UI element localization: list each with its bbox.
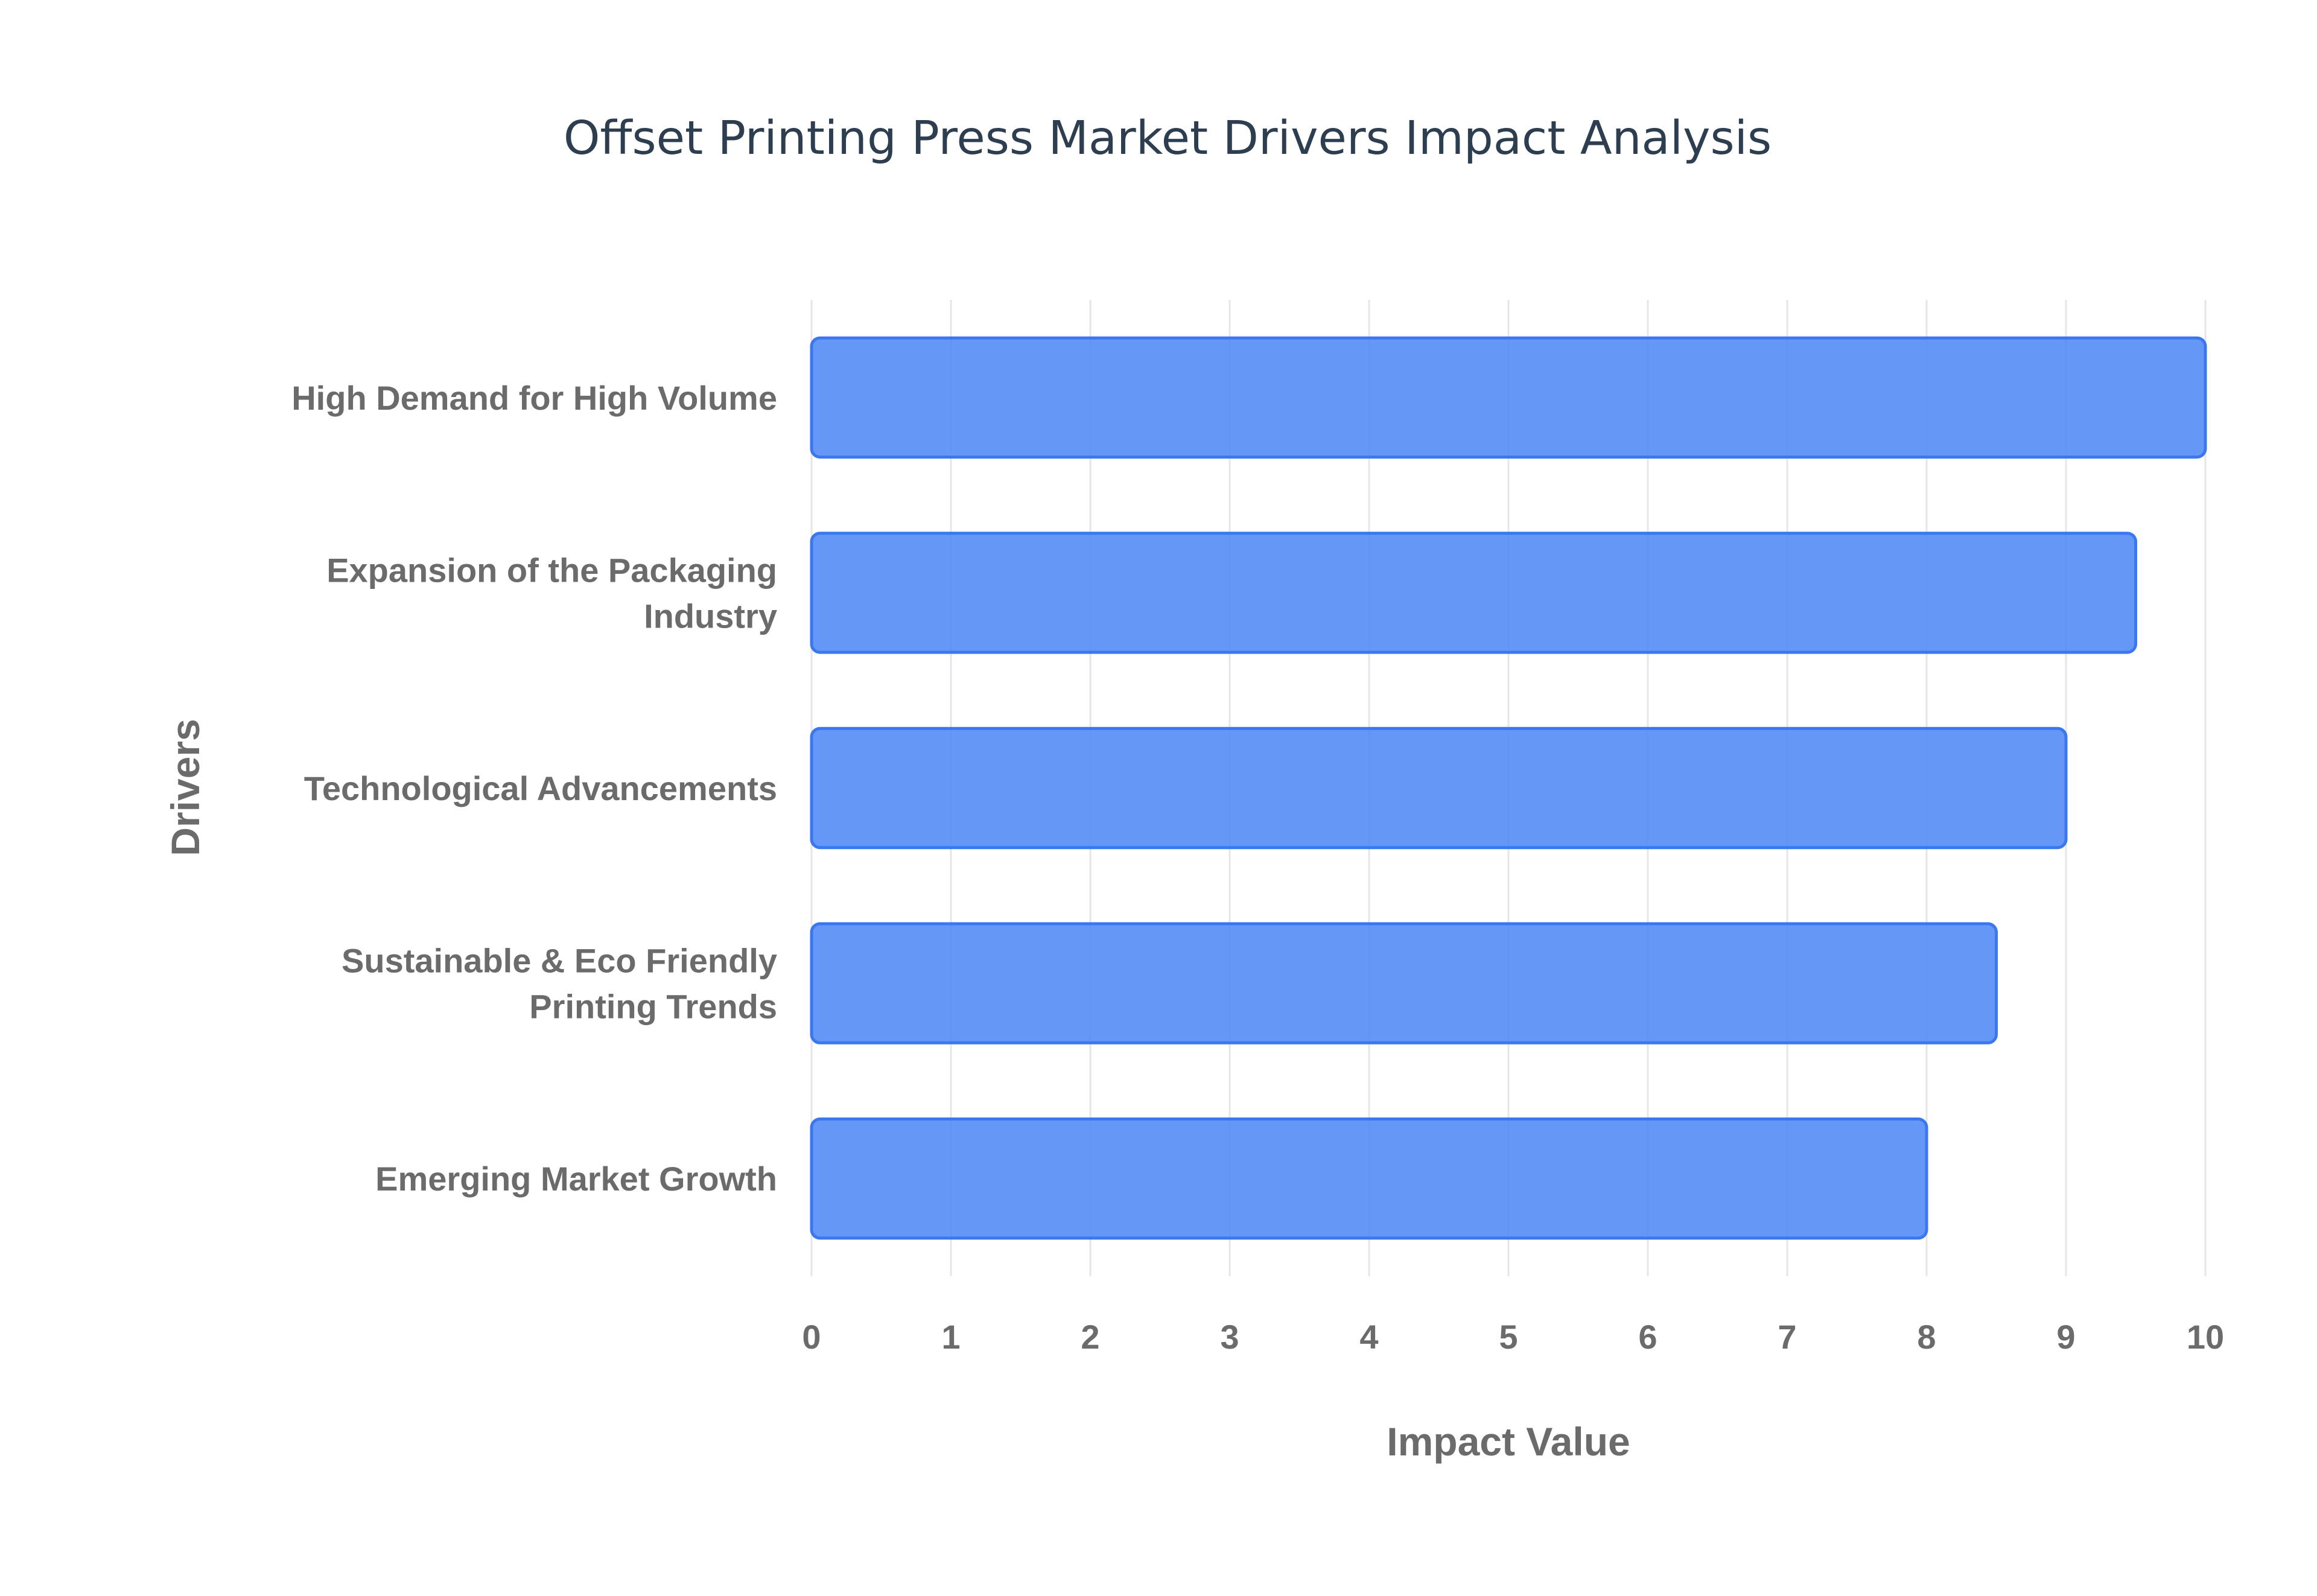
bar[interactable] — [810, 532, 2137, 654]
x-tick-label: 5 — [1499, 1318, 1518, 1356]
x-axis-ticks: 0 1 2 3 4 5 6 7 8 9 10 — [802, 1318, 2224, 1356]
y-category-label: Technological Advancements — [304, 769, 777, 807]
x-tick-label: 4 — [1359, 1318, 1378, 1356]
x-tick-label: 7 — [1778, 1318, 1796, 1356]
bars — [810, 336, 2207, 1240]
bar[interactable] — [810, 1118, 1928, 1240]
y-axis-categories: High Demand for High Volume Expansion of … — [291, 379, 777, 1198]
x-tick-label: 1 — [941, 1318, 960, 1356]
y-axis-title: Drivers — [163, 719, 208, 856]
bar[interactable] — [810, 922, 1998, 1044]
y-category-label: Expansion of the Packaging Industry — [326, 551, 777, 635]
x-tick-label: 3 — [1220, 1318, 1239, 1356]
y-category-label: Sustainable & Eco Friendly Printing Trend… — [342, 942, 777, 1026]
y-category-label: Emerging Market Growth — [375, 1160, 777, 1198]
x-tick-label: 9 — [2056, 1318, 2075, 1356]
chart-title: Offset Printing Press Market Drivers Imp… — [564, 112, 1772, 165]
x-tick-label: 10 — [2187, 1318, 2224, 1356]
x-tick-label: 8 — [1917, 1318, 1936, 1356]
bar[interactable] — [810, 336, 2207, 459]
x-tick-label: 6 — [1638, 1318, 1657, 1356]
x-axis-title: Impact Value — [1387, 1419, 1630, 1464]
y-category-label: High Demand for High Volume — [291, 379, 777, 417]
bar[interactable] — [810, 726, 2068, 850]
x-tick-label: 2 — [1081, 1318, 1099, 1356]
x-tick-label: 0 — [802, 1318, 821, 1356]
